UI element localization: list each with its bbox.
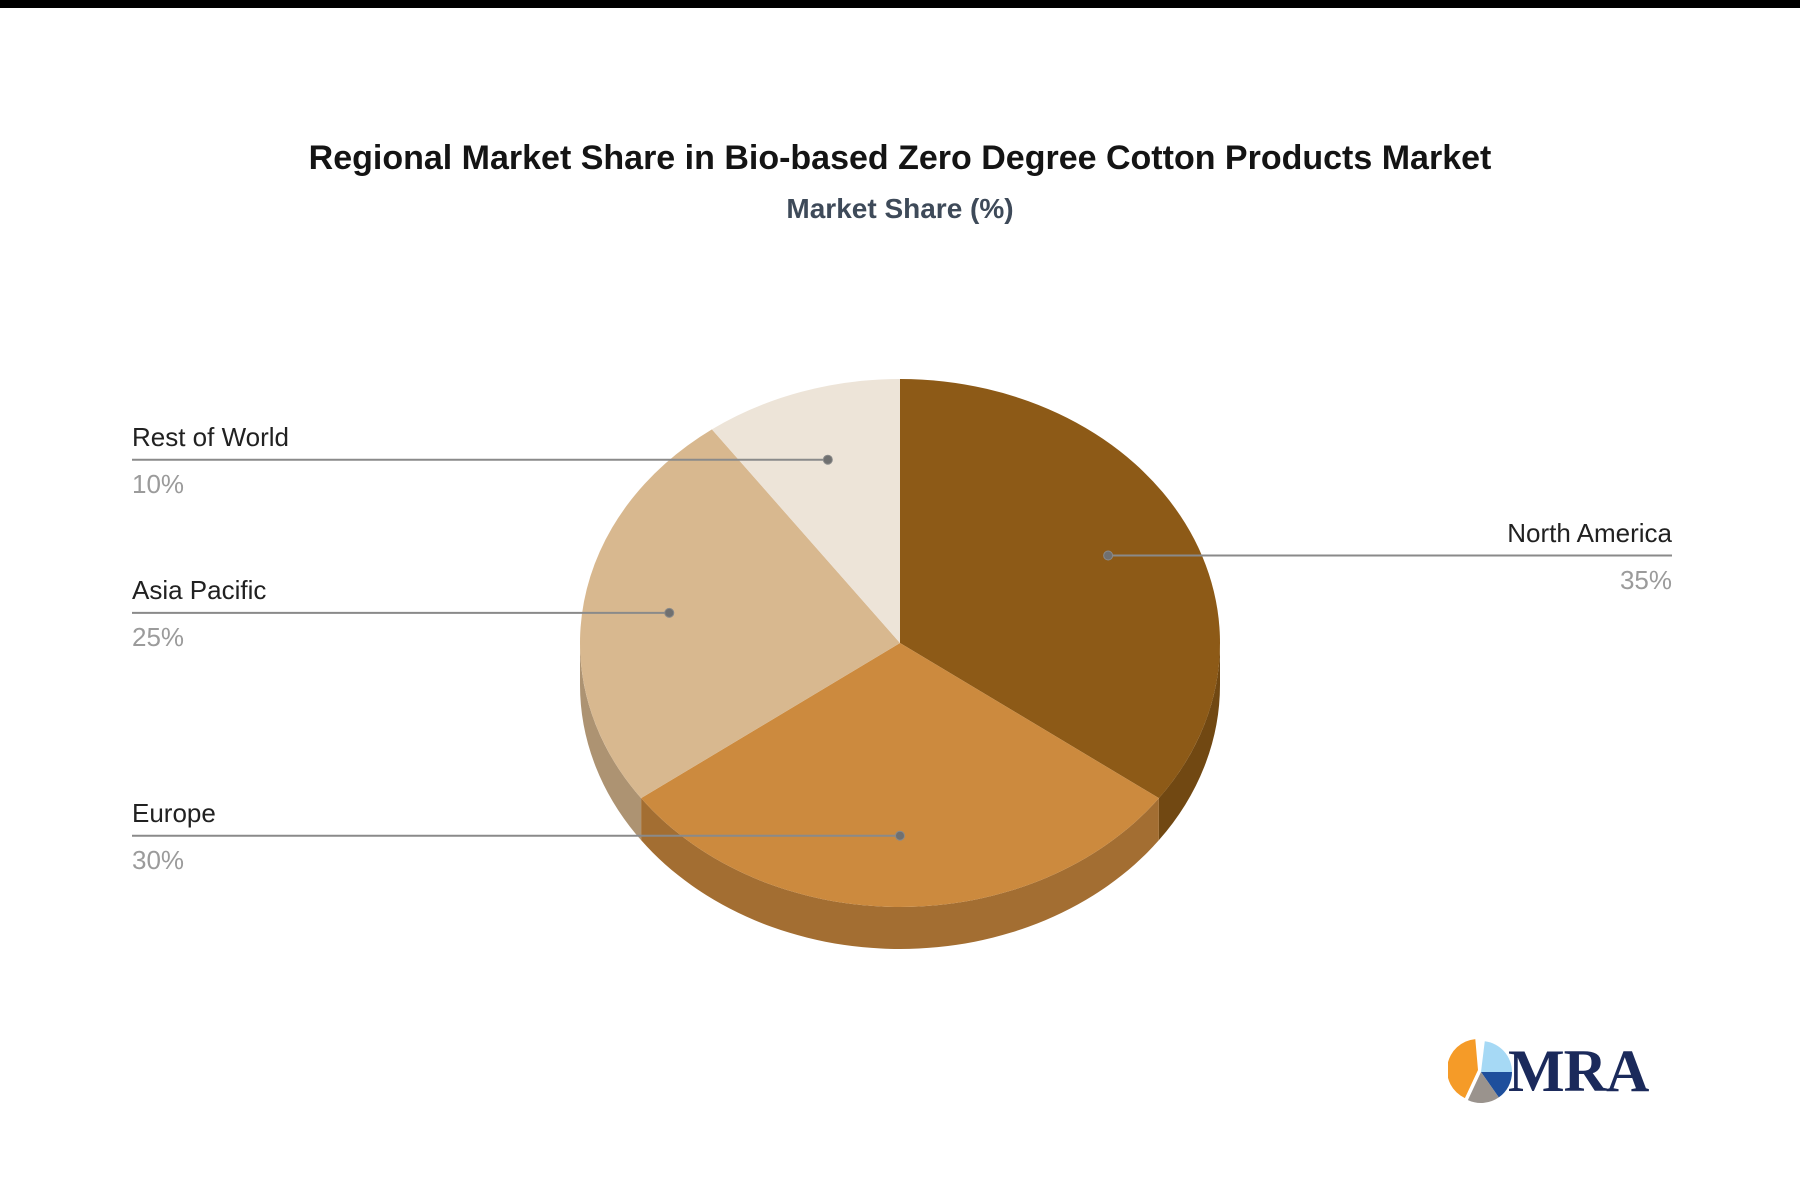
chart-subtitle: Market Share (%): [786, 193, 1014, 224]
logo-light-blue-slice: [1481, 1041, 1512, 1072]
leader-dot-europe: [895, 830, 905, 841]
pie-slice-north-america[interactable]: [900, 379, 1220, 799]
leader-dot-rest-of-world: [822, 454, 833, 465]
pie-rim-north-america: [1158, 643, 1220, 841]
chart-title: Regional Market Share in Bio-based Zero …: [308, 139, 1492, 177]
logo-dark-blue-slice: [1481, 1072, 1512, 1098]
pie-slice-europe[interactable]: [641, 643, 1159, 907]
leader-dot-asia-pacific: [664, 607, 675, 618]
logo-gray-slice: [1467, 1072, 1499, 1103]
pie-rim-europe: [641, 798, 1159, 949]
pie-slice-asia-pacific[interactable]: [580, 429, 900, 799]
mra-logo: MRA: [1448, 1032, 1649, 1110]
leader-dot-north-america: [1103, 550, 1114, 561]
mra-logo-pie-icon: [1448, 1039, 1512, 1103]
pie-rim-asia-pacific: [580, 643, 642, 841]
pie-slice-rest-of-world[interactable]: [711, 379, 900, 643]
logo-orange-slice: [1448, 1039, 1478, 1099]
mra-logo-text: MRA: [1508, 1038, 1649, 1104]
top-border: [0, 0, 1800, 8]
